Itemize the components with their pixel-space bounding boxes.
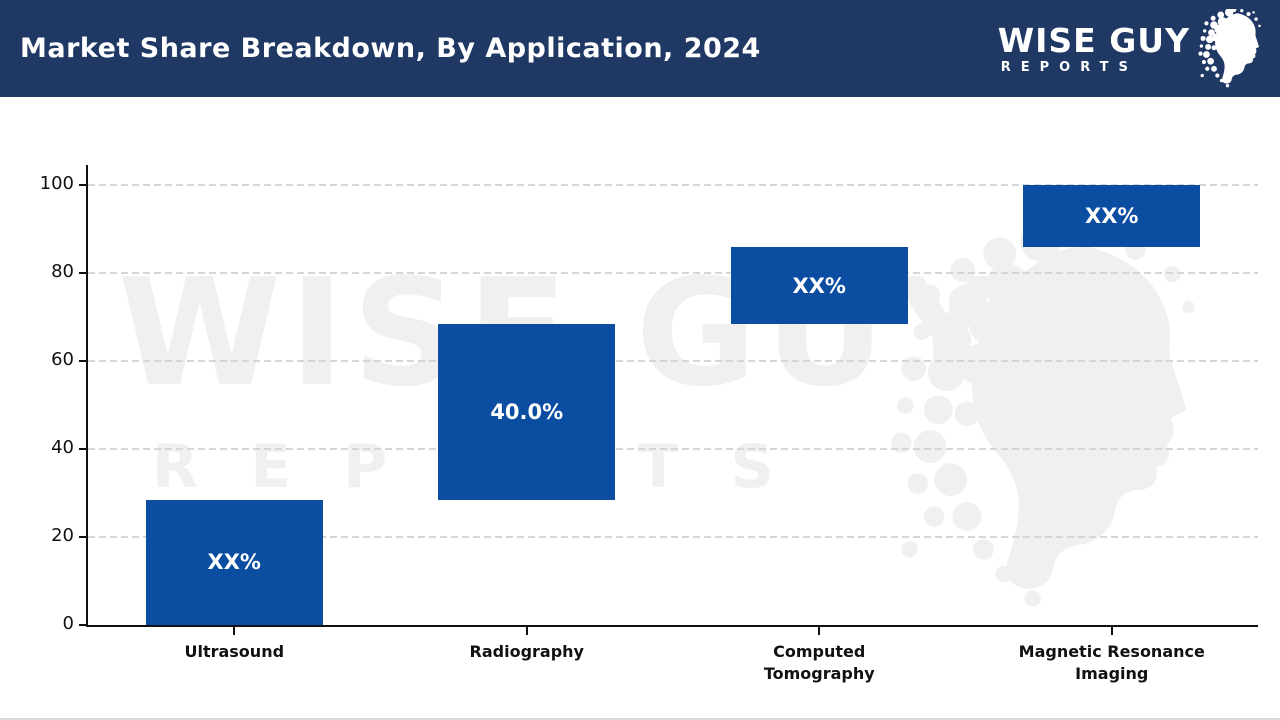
header: Market Share Breakdown, By Application, … <box>0 0 1280 97</box>
logo-text: WISE GUY REPORTS <box>998 24 1190 74</box>
gridline <box>88 360 1258 362</box>
x-tick <box>525 627 528 635</box>
y-tick-label: 100 <box>39 173 74 194</box>
y-tick <box>79 536 88 538</box>
x-tick-label: Computed Tomography <box>763 642 875 683</box>
bottom-border <box>0 718 1280 720</box>
x-tick <box>818 627 821 635</box>
bar-computed-tomography: XX% <box>730 247 908 324</box>
logo-subtext: REPORTS <box>1000 59 1138 75</box>
y-tick <box>79 624 88 626</box>
bar-value-label: XX% <box>1085 204 1139 229</box>
bar-value-label: XX% <box>207 550 261 575</box>
bar-ultrasound: XX% <box>145 499 323 625</box>
y-tick <box>79 272 88 274</box>
chart-area: WISE GUY REPORTS 020406080100UltrasoundR… <box>0 97 1280 720</box>
x-tick <box>233 627 236 635</box>
x-axis-line <box>86 625 1258 627</box>
bar-radiography: 40.0% <box>438 323 616 500</box>
gridline <box>88 272 1258 274</box>
page-title: Market Share Breakdown, By Application, … <box>20 33 761 64</box>
wiseguy-logo: WISE GUY REPORTS <box>998 8 1268 89</box>
logo-wordmark: WISE GUY <box>997 20 1190 60</box>
x-tick-label: Ultrasound <box>184 642 285 661</box>
gridline <box>88 448 1258 450</box>
bar-value-label: XX% <box>792 273 846 298</box>
x-tick <box>1110 627 1113 635</box>
y-tick-label: 40 <box>51 437 74 458</box>
y-tick <box>79 448 88 450</box>
y-tick-label: 0 <box>62 613 74 634</box>
y-axis-line <box>86 165 88 627</box>
wiseguy-face-icon <box>1198 8 1261 87</box>
y-tick <box>79 184 88 186</box>
x-tick-label: Radiography <box>469 642 584 661</box>
y-tick-label: 20 <box>51 525 74 546</box>
gridline <box>88 536 1258 538</box>
y-tick-label: 60 <box>51 349 74 370</box>
y-tick-label: 80 <box>51 261 74 282</box>
x-tick-label: Magnetic Resonance Imaging <box>1018 642 1205 683</box>
y-tick <box>79 360 88 362</box>
bar-value-label: 40.0% <box>490 399 564 424</box>
gridline <box>88 184 1258 186</box>
plot-area: 0 20 40 60 80 100 Ultrasound Radiography Compute… <box>40 165 1258 683</box>
bar-magnetic-resonance-imaging: XX% <box>1023 185 1201 248</box>
